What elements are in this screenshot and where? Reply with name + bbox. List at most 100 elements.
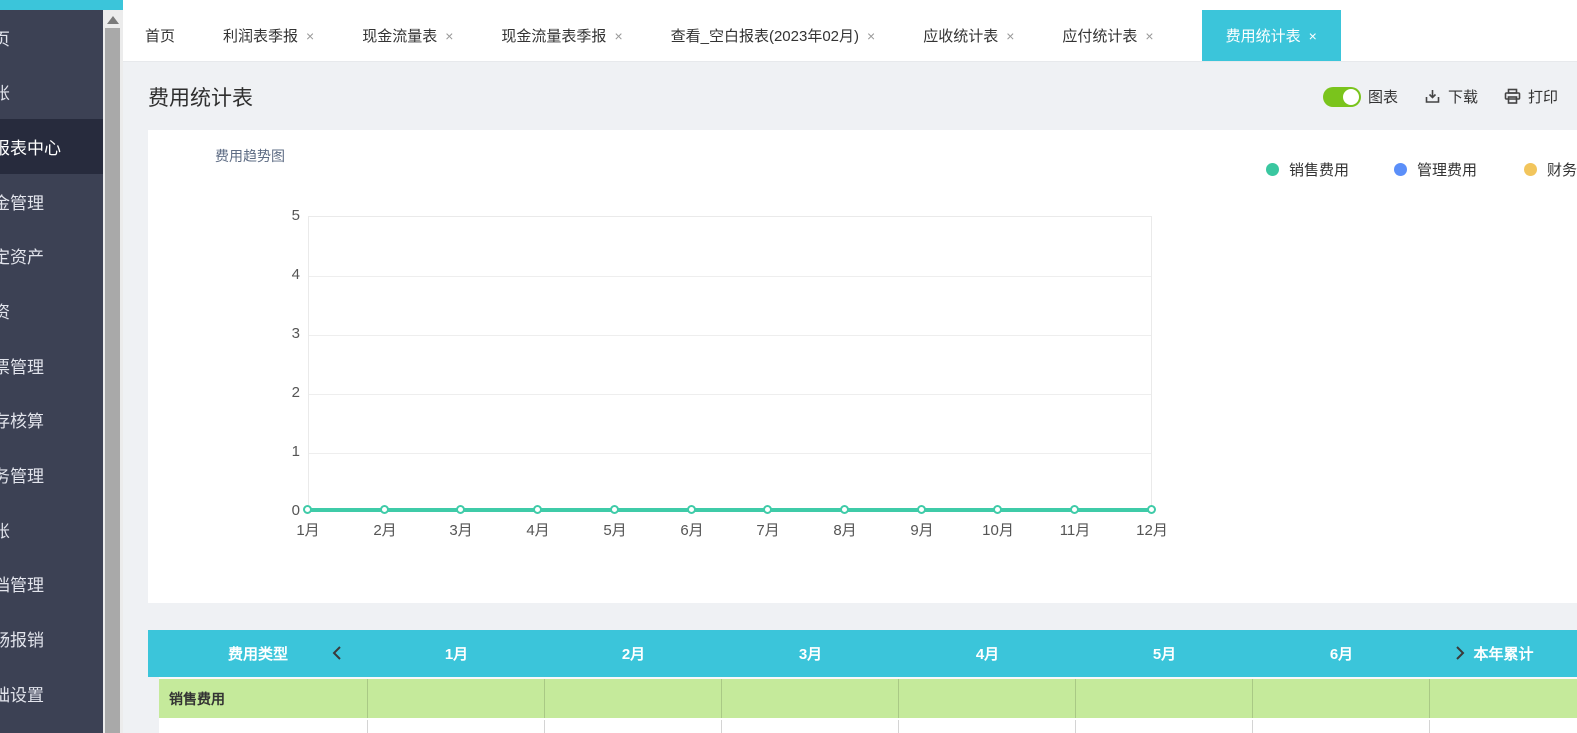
sidebar-item-archives[interactable]: 档管理	[0, 576, 44, 596]
y-axis-tick: 5	[291, 207, 300, 224]
tab-bar: 首页 利润表季报 × 现金流量表 × 现金流量表季报 × 查看_空白报表(2023年0…	[123, 10, 1577, 62]
close-icon[interactable]: ×	[1145, 27, 1154, 44]
column-header-month-6: 6月	[1329, 646, 1354, 663]
table-row-sales-expense: 销售费用	[159, 677, 1577, 720]
x-axis-tick: 2月	[373, 522, 397, 539]
table-row-partial	[159, 720, 1577, 733]
y-axis-tick: 1	[291, 443, 300, 460]
sidebar-item-inventory[interactable]: 存核算	[0, 412, 44, 432]
series-line-sales-expense	[308, 508, 1153, 512]
column-header-month-1: 1月	[444, 646, 469, 663]
triangle-up-icon[interactable]	[107, 16, 119, 24]
gridline	[309, 453, 1151, 454]
sidebar-item-home[interactable]: 页	[0, 29, 10, 49]
legend-dot-blue-icon	[1394, 163, 1407, 176]
x-axis-tick: 11月	[1059, 522, 1091, 539]
y-axis-tick: 4	[291, 266, 300, 283]
sidebar-item-reimburse[interactable]: 畅报销	[0, 630, 44, 650]
data-point	[917, 505, 926, 514]
expense-trend-panel: 费用趋势图 销售费用 管理费用 财务费用 5 4 3 2	[148, 130, 1577, 603]
data-point	[1147, 505, 1156, 514]
gridline	[309, 394, 1151, 395]
tab-cashflow[interactable]: 现金流量表 ×	[362, 27, 454, 46]
download-button[interactable]: 下载	[1424, 86, 1478, 107]
tab-expense-stats[interactable]: 费用统计表 ×	[1201, 10, 1341, 61]
row-label	[159, 720, 368, 733]
sidebar-item-invoices[interactable]: 票管理	[0, 357, 44, 377]
close-icon[interactable]: ×	[445, 27, 454, 44]
sidebar-item-payroll[interactable]: 资	[0, 303, 10, 323]
close-icon[interactable]: ×	[1006, 27, 1015, 44]
y-axis-tick: 3	[291, 325, 300, 342]
page-title: 费用统计表	[148, 87, 253, 110]
x-axis-tick: 3月	[449, 522, 473, 539]
column-header-month-3: 3月	[798, 646, 823, 663]
y-axis-tick: 0	[291, 502, 300, 519]
chart-toggle-switch[interactable]	[1323, 86, 1361, 107]
x-axis-tick: 6月	[680, 522, 704, 539]
y-axis-tick: 2	[291, 384, 300, 401]
sidebar-scrollbar[interactable]	[103, 10, 123, 733]
expense-table: 费用类型 1月 2月 3月 4月 5月 6月 本年累计 销售费用	[148, 630, 1577, 733]
data-point	[533, 505, 542, 514]
sidebar-item-report-center[interactable]: 报表中心	[0, 119, 103, 174]
chart-title: 费用趋势图	[215, 148, 285, 164]
cell-ytd	[1430, 679, 1577, 718]
sidebar-item-funds[interactable]: 金管理	[0, 193, 44, 213]
cell-month-6	[1253, 679, 1430, 718]
header-actions: 图表 下载 打印	[1323, 86, 1558, 107]
data-point	[687, 505, 696, 514]
cell-month-3	[722, 679, 899, 718]
gridline	[309, 276, 1151, 277]
sidebar-item-tax[interactable]: 务管理	[0, 466, 44, 486]
tab-receivable-stats[interactable]: 应收统计表 ×	[923, 27, 1015, 46]
column-header-month-2: 2月	[621, 646, 646, 663]
x-axis-tick: 8月	[833, 522, 857, 539]
chart-toggle-group: 图表	[1323, 86, 1398, 107]
close-icon[interactable]: ×	[867, 27, 876, 44]
column-header-ytd: 本年累计	[1473, 646, 1534, 663]
sidebar-item-closing[interactable]: 账	[0, 521, 10, 541]
cell-month-4	[899, 679, 1076, 718]
data-point	[763, 505, 772, 514]
chart-toggle-label: 图表	[1368, 89, 1399, 106]
tab-payable-stats[interactable]: 应付统计表 ×	[1062, 27, 1154, 46]
tab-cashflow-quarterly[interactable]: 现金流量表季报 ×	[501, 27, 623, 46]
sidebar-top-accent	[0, 0, 123, 10]
tab-home[interactable]: 首页	[145, 28, 176, 45]
printer-icon	[1504, 88, 1521, 104]
print-button[interactable]: 打印	[1504, 86, 1558, 107]
main-area: 首页 利润表季报 × 现金流量表 × 现金流量表季报 × 查看_空白报表(2023年0…	[123, 0, 1577, 733]
cell-month-1	[368, 679, 545, 718]
column-header-month-4: 4月	[975, 646, 1000, 663]
data-point	[380, 505, 389, 514]
table-header-row: 费用类型 1月 2月 3月 4月 5月 6月 本年累计	[148, 630, 1577, 677]
column-header-month-5: 5月	[1152, 646, 1177, 663]
close-icon[interactable]: ×	[614, 27, 623, 44]
download-icon	[1425, 90, 1440, 103]
tab-blank-report[interactable]: 查看_空白报表(2023年02月) ×	[670, 27, 876, 46]
legend-admin-expense[interactable]: 管理费用	[1394, 159, 1477, 180]
data-point	[303, 505, 312, 514]
sidebar-item-settings[interactable]: 础设置	[0, 685, 44, 705]
scrollbar-thumb[interactable]	[105, 28, 120, 733]
x-axis-tick: 7月	[756, 522, 780, 539]
close-icon[interactable]: ×	[1308, 27, 1317, 44]
data-point	[456, 505, 465, 514]
x-axis-tick: 4月	[526, 522, 550, 539]
sidebar-item-fixed-assets[interactable]: 定资产	[0, 248, 44, 268]
data-point	[610, 505, 619, 514]
x-axis-tick: 1月	[296, 522, 320, 539]
chevron-left-icon[interactable]	[330, 644, 344, 662]
table-body: 销售费用	[159, 677, 1577, 733]
legend-sales-expense[interactable]: 销售费用	[1266, 159, 1349, 180]
toggle-knob-icon	[1343, 88, 1359, 105]
close-icon[interactable]: ×	[306, 27, 315, 44]
chart-plot-area	[308, 216, 1152, 511]
legend-finance-expense[interactable]: 财务费用	[1524, 159, 1577, 180]
x-axis-tick: 5月	[603, 522, 627, 539]
sidebar-item-ledger[interactable]: 账	[0, 84, 10, 104]
chevron-right-icon[interactable]	[1453, 644, 1467, 662]
tab-profit-quarterly[interactable]: 利润表季报 ×	[223, 27, 315, 46]
